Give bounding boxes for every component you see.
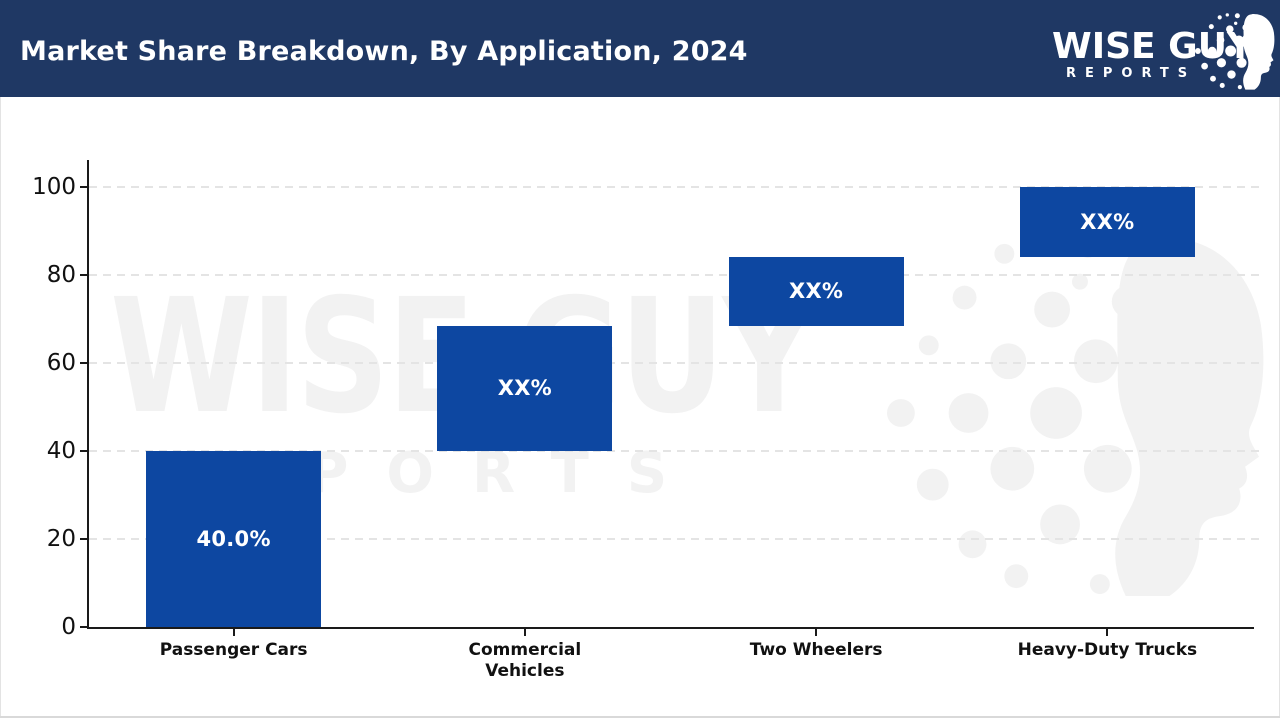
header: Market Share Breakdown, By Application, … <box>0 0 1280 97</box>
x-category-label: Commercial Vehicles <box>468 640 582 681</box>
y-tick-60 <box>80 362 87 364</box>
y-tick-label-60: 60 <box>46 350 76 376</box>
frame-bottom-border <box>0 716 1280 718</box>
plot: 0 20 40 60 80 100 40.0% Passenger Cars XX% Commer… <box>0 97 1280 720</box>
brand-subtitle: REPORTS <box>1066 66 1197 81</box>
wiseguy-logo: WISE GUY REPORTS <box>1022 4 1275 94</box>
wiseguy-face-icon <box>1194 13 1275 90</box>
chart-title: Market Share Breakdown, By Application, … <box>20 36 748 67</box>
gridline-y-40 <box>89 450 1262 452</box>
y-tick-label-40: 40 <box>46 438 76 464</box>
y-tick-label-0: 0 <box>61 614 76 640</box>
frame-left-border <box>0 97 1 717</box>
x-category-label: Two Wheelers <box>749 640 883 660</box>
bar-segment: XX% <box>1019 187 1195 258</box>
x-axis-line <box>87 627 1254 629</box>
gridline-y-60 <box>89 362 1262 364</box>
y-tick-100 <box>80 186 87 188</box>
y-axis-line <box>87 160 89 629</box>
x-category-label: Passenger Cars <box>159 640 308 660</box>
y-tick-0 <box>80 626 87 628</box>
bar-value-label: XX% <box>497 376 553 401</box>
x-tick-2 <box>815 629 818 636</box>
bar-segment: 40.0% <box>146 451 322 627</box>
bar-segment: XX% <box>728 257 904 326</box>
y-tick-label-100: 100 <box>32 174 76 200</box>
y-tick-40 <box>80 450 87 452</box>
y-tick-label-80: 80 <box>46 262 76 288</box>
x-tick-1 <box>523 629 526 636</box>
bar-value-label: 40.0% <box>196 527 271 551</box>
gridline-y-80 <box>89 274 1262 276</box>
bar-segment: XX% <box>437 325 613 451</box>
x-tick-0 <box>232 629 235 636</box>
bar-value-label: XX% <box>1080 210 1135 235</box>
y-tick-20 <box>80 538 87 540</box>
x-tick-3 <box>1106 629 1109 636</box>
gridline-y-100 <box>89 186 1262 188</box>
y-tick-80 <box>80 274 87 276</box>
x-category-label: Heavy-Duty Trucks <box>1017 640 1198 660</box>
bar-value-label: XX% <box>788 279 844 304</box>
y-tick-label-20: 20 <box>46 526 76 552</box>
gridline-y-20 <box>89 538 1262 540</box>
